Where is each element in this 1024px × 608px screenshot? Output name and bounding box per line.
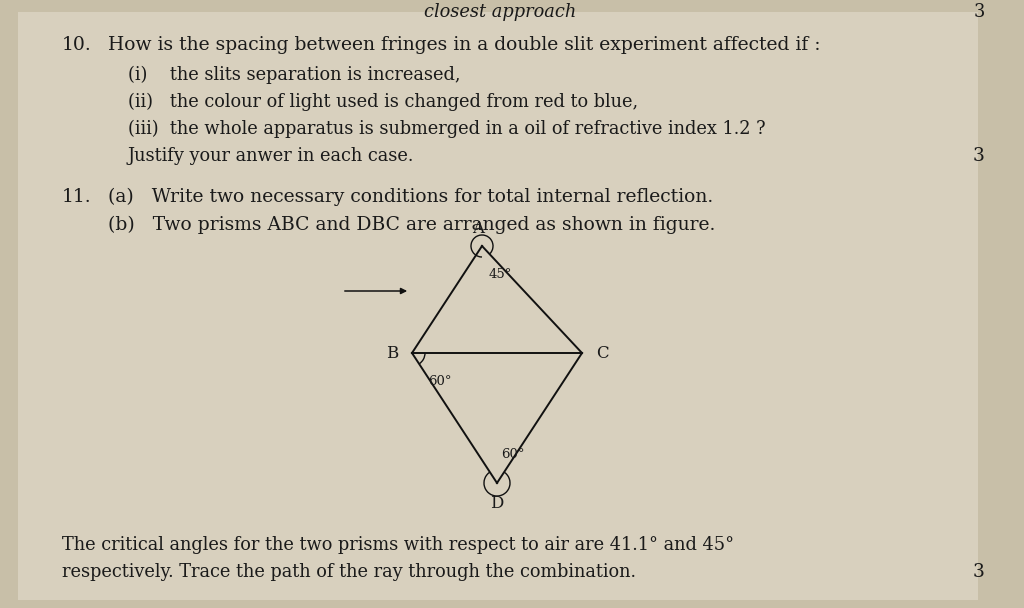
Text: 60°: 60° (501, 448, 524, 461)
Text: respectively. Trace the path of the ray through the combination.: respectively. Trace the path of the ray … (62, 563, 636, 581)
Text: The critical angles for the two prisms with respect to air are 41.1° and 45°: The critical angles for the two prisms w… (62, 536, 734, 554)
Text: D: D (490, 495, 504, 512)
Text: (b)   Two prisms ABC and DBC are arranged as shown in figure.: (b) Two prisms ABC and DBC are arranged … (108, 216, 716, 234)
Text: Justify your anwer in each case.: Justify your anwer in each case. (128, 147, 415, 165)
Text: 45°: 45° (489, 268, 512, 281)
Text: 3: 3 (974, 3, 985, 21)
Text: 3: 3 (973, 147, 985, 165)
Text: (iii)  the whole apparatus is submerged in a oil of refractive index 1.2 ?: (iii) the whole apparatus is submerged i… (128, 120, 766, 138)
Text: 3: 3 (973, 563, 985, 581)
Text: (i)    the slits separation is increased,: (i) the slits separation is increased, (128, 66, 461, 85)
FancyBboxPatch shape (18, 12, 978, 600)
Text: C: C (596, 345, 608, 362)
Text: 11.: 11. (62, 188, 91, 206)
Text: A: A (472, 220, 484, 237)
Text: How is the spacing between fringes in a double slit experiment affected if :: How is the spacing between fringes in a … (108, 36, 820, 54)
Text: B: B (386, 345, 398, 362)
Text: 10.: 10. (62, 36, 92, 54)
Text: (ii)   the colour of light used is changed from red to blue,: (ii) the colour of light used is changed… (128, 93, 638, 111)
Text: 60°: 60° (428, 375, 452, 388)
Text: (a)   Write two necessary conditions for total internal reflection.: (a) Write two necessary conditions for t… (108, 188, 714, 206)
Text: closest approach: closest approach (424, 3, 577, 21)
